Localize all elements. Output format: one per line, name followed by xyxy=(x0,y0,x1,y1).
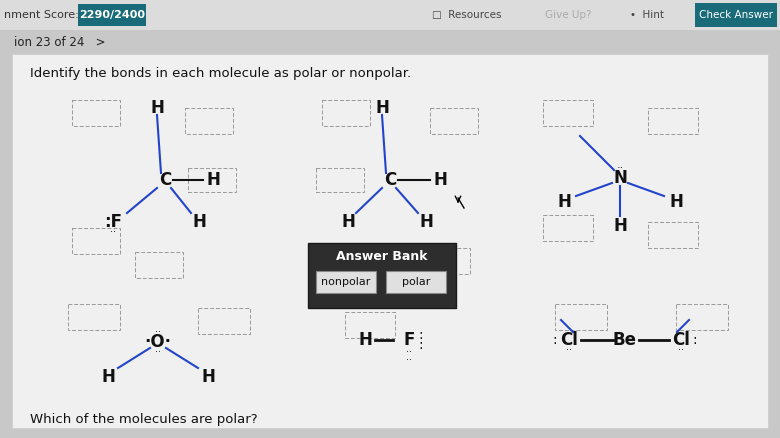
Text: H: H xyxy=(192,213,206,231)
Text: :: : xyxy=(553,333,558,347)
Text: H: H xyxy=(206,171,220,189)
Bar xyxy=(78,4,146,26)
Bar xyxy=(185,108,233,134)
Text: ion 23 of 24   >: ion 23 of 24 > xyxy=(14,36,105,49)
Text: :: : xyxy=(419,328,424,342)
Bar xyxy=(72,100,120,126)
Text: H: H xyxy=(557,193,571,211)
Bar xyxy=(135,252,183,278)
Bar xyxy=(322,100,370,126)
Text: H: H xyxy=(613,217,627,235)
Text: ··: ·· xyxy=(406,355,412,365)
Text: nment Score:: nment Score: xyxy=(4,10,79,20)
Text: H: H xyxy=(358,331,372,349)
Text: Give Up?: Give Up? xyxy=(545,10,591,20)
Text: ··: ·· xyxy=(155,327,161,337)
Text: Be: Be xyxy=(613,331,637,349)
Bar xyxy=(316,168,364,192)
Bar xyxy=(543,100,593,126)
Text: H: H xyxy=(433,171,447,189)
Bar xyxy=(648,222,698,248)
Text: 2290/2400: 2290/2400 xyxy=(79,10,145,20)
Text: •  Hint: • Hint xyxy=(630,10,664,20)
Text: ··: ·· xyxy=(155,347,161,357)
Text: H: H xyxy=(419,213,433,231)
Text: Which of the molecules are polar?: Which of the molecules are polar? xyxy=(30,413,257,427)
Text: Answer Bank: Answer Bank xyxy=(336,251,427,264)
Text: ··: ·· xyxy=(110,227,116,237)
Text: :: : xyxy=(419,338,424,352)
Text: Check Answer: Check Answer xyxy=(699,10,773,20)
Text: ··: ·· xyxy=(566,345,572,355)
Text: ··: ·· xyxy=(406,347,412,357)
Text: H: H xyxy=(669,193,683,211)
Bar xyxy=(308,243,456,308)
Text: :: : xyxy=(693,333,697,347)
Text: H: H xyxy=(150,99,164,117)
Bar xyxy=(72,228,120,254)
Text: Cl: Cl xyxy=(560,331,578,349)
Text: H: H xyxy=(375,99,389,117)
Text: □  Resources: □ Resources xyxy=(432,10,502,20)
Bar xyxy=(345,312,395,338)
Bar xyxy=(316,271,376,293)
Text: ··: ·· xyxy=(616,163,624,173)
Bar xyxy=(430,108,478,134)
Text: Cl: Cl xyxy=(672,331,690,349)
Bar xyxy=(386,271,446,293)
Text: H: H xyxy=(341,213,355,231)
Bar xyxy=(12,54,768,428)
Bar xyxy=(676,304,728,330)
Text: H: H xyxy=(101,368,115,386)
Text: N: N xyxy=(613,169,627,187)
Bar xyxy=(555,304,607,330)
Text: C: C xyxy=(384,171,396,189)
Bar xyxy=(188,168,236,192)
Text: polar: polar xyxy=(402,277,431,287)
Bar xyxy=(695,3,777,27)
Bar xyxy=(350,248,398,274)
Text: F: F xyxy=(403,331,415,349)
Bar xyxy=(198,308,250,334)
Bar xyxy=(543,215,593,241)
Text: C: C xyxy=(159,171,171,189)
Text: nonpolar: nonpolar xyxy=(321,277,370,287)
Text: ·O·: ·O· xyxy=(144,333,172,351)
Text: ··: ·· xyxy=(678,345,684,355)
Bar xyxy=(648,108,698,134)
Text: H: H xyxy=(201,368,215,386)
Text: :F: :F xyxy=(104,213,122,231)
Bar xyxy=(0,0,780,30)
Text: Identify the bonds in each molecule as polar or nonpolar.: Identify the bonds in each molecule as p… xyxy=(30,67,411,81)
Bar xyxy=(422,248,470,274)
Bar xyxy=(68,304,120,330)
